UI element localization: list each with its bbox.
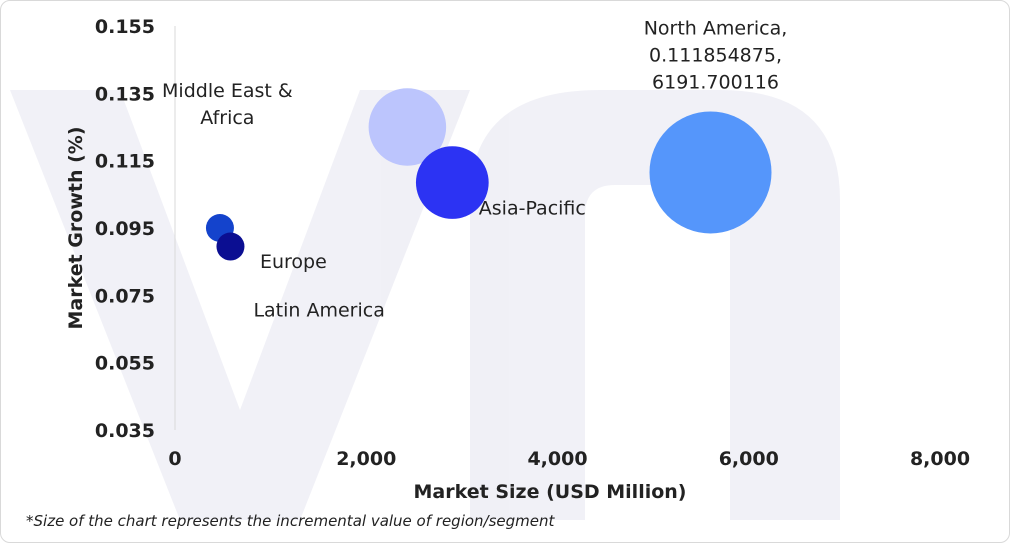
bubble-point[interactable] [649,111,772,234]
bubble-series [205,88,772,261]
bubble-label: Latin America [253,300,384,322]
y-tick-label: 0.035 [95,420,155,442]
bubble-point[interactable] [216,232,245,261]
bubble-label: North America, 0.111854875, 6191.700116 [644,17,788,93]
x-tick-label: 4,000 [527,448,587,470]
y-tick-label: 0.075 [95,285,155,307]
y-tick-label: 0.155 [95,16,155,38]
bubble-labels: North America, 0.111854875, 6191.700116 Mid… [162,17,787,321]
y-axis-title: Market Growth (%) [65,126,87,329]
x-tick-label: 6,000 [719,448,779,470]
y-tick-label: 0.095 [95,218,155,240]
x-tick-label: 0 [168,448,181,470]
y-tick-label: 0.135 [95,83,155,105]
bubble-label: Middle East & Africa [162,80,293,129]
y-axis-ticks: 0.035 0.055 0.075 0.095 0.115 0.135 0.155 [95,16,155,442]
y-tick-label: 0.055 [95,353,155,375]
x-axis-title: Market Size (USD Million) [414,481,687,503]
x-axis-ticks: 0 2,000 4,000 6,000 8,000 [168,448,970,470]
bubble-label: Europe [260,251,327,273]
x-tick-label: 8,000 [910,448,970,470]
bubble-point[interactable] [368,88,447,166]
bubble-point[interactable] [415,146,489,219]
bubble-label: Asia-Pacific [479,198,586,220]
x-tick-label: 2,000 [336,448,396,470]
footnote: *Size of the chart represents the increm… [26,512,555,530]
y-tick-label: 0.115 [95,151,155,173]
